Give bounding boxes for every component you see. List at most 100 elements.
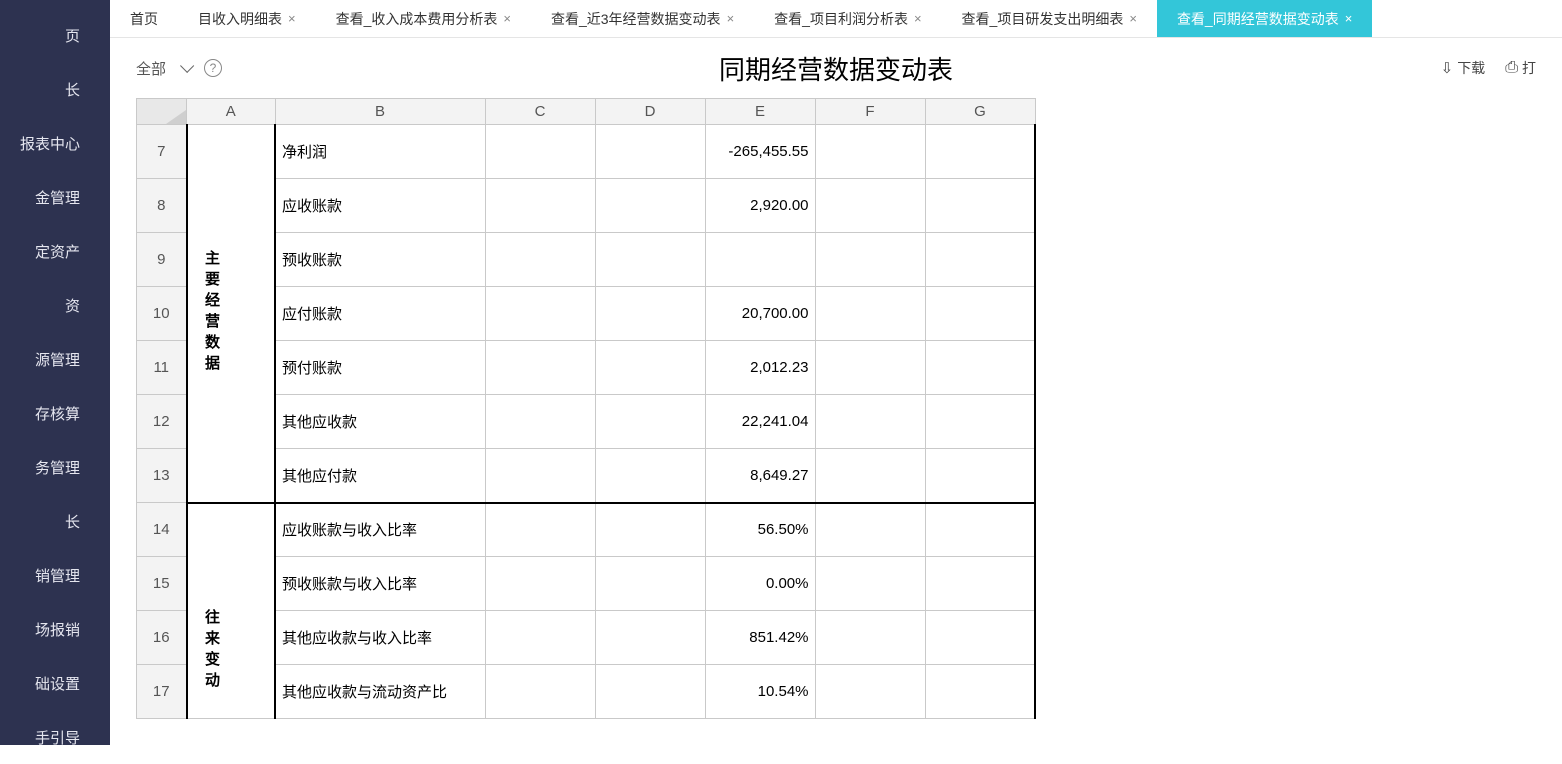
- cell[interactable]: [925, 665, 1035, 719]
- help-icon[interactable]: ?: [204, 59, 222, 77]
- cell[interactable]: [485, 395, 595, 449]
- col-header[interactable]: B: [275, 99, 485, 125]
- cell[interactable]: [485, 611, 595, 665]
- cell[interactable]: [815, 341, 925, 395]
- cell[interactable]: [925, 179, 1035, 233]
- cell[interactable]: [925, 287, 1035, 341]
- cell[interactable]: [925, 449, 1035, 503]
- cell[interactable]: [595, 449, 705, 503]
- print-button[interactable]: 打: [1505, 58, 1536, 78]
- close-icon[interactable]: ×: [727, 11, 735, 26]
- tab-income-detail[interactable]: 目收入明细表×: [178, 0, 316, 37]
- cell[interactable]: 0.00%: [705, 557, 815, 611]
- cell[interactable]: 其他应收款与流动资产比: [275, 665, 485, 719]
- data-table[interactable]: A B C D E F G 7 主要经营数据 净利润: [136, 98, 1036, 719]
- cell[interactable]: 851.42%: [705, 611, 815, 665]
- cell[interactable]: [925, 611, 1035, 665]
- sidebar-item[interactable]: 页: [0, 8, 110, 62]
- sidebar-item[interactable]: 销管理: [0, 548, 110, 602]
- cell[interactable]: [815, 179, 925, 233]
- cell[interactable]: 2,012.23: [705, 341, 815, 395]
- filter-dropdown[interactable]: 全部 ?: [136, 58, 222, 79]
- cell[interactable]: [925, 125, 1035, 179]
- close-icon[interactable]: ×: [503, 11, 511, 26]
- close-icon[interactable]: ×: [914, 11, 922, 26]
- cell[interactable]: [485, 125, 595, 179]
- cell[interactable]: [595, 233, 705, 287]
- row-header[interactable]: 13: [137, 449, 187, 503]
- cell[interactable]: [925, 557, 1035, 611]
- cell[interactable]: 10.54%: [705, 665, 815, 719]
- cell[interactable]: [485, 665, 595, 719]
- cell[interactable]: [595, 287, 705, 341]
- cell[interactable]: 20,700.00: [705, 287, 815, 341]
- cell[interactable]: [595, 395, 705, 449]
- cell[interactable]: 应付账款: [275, 287, 485, 341]
- sidebar-item[interactable]: 础设置: [0, 656, 110, 710]
- row-header[interactable]: 8: [137, 179, 187, 233]
- cell[interactable]: [595, 179, 705, 233]
- row-header[interactable]: 7: [137, 125, 187, 179]
- cell[interactable]: 其他应收款与收入比率: [275, 611, 485, 665]
- sidebar-item[interactable]: 金管理: [0, 170, 110, 224]
- sidebar-item[interactable]: 存核算: [0, 386, 110, 440]
- row-header[interactable]: 16: [137, 611, 187, 665]
- cell[interactable]: [595, 125, 705, 179]
- download-button[interactable]: 下载: [1441, 58, 1486, 78]
- sidebar-item[interactable]: 报表中心: [0, 116, 110, 170]
- table-row[interactable]: 7 主要经营数据 净利润 -265,455.55: [137, 125, 1036, 179]
- tab-rd-expense[interactable]: 查看_项目研发支出明细表×: [942, 0, 1157, 37]
- cell[interactable]: [485, 557, 595, 611]
- cell[interactable]: 应收账款: [275, 179, 485, 233]
- cell[interactable]: [595, 341, 705, 395]
- cell[interactable]: [815, 395, 925, 449]
- row-header[interactable]: 12: [137, 395, 187, 449]
- cell[interactable]: 预收账款与收入比率: [275, 557, 485, 611]
- sidebar-item[interactable]: 场报销: [0, 602, 110, 656]
- col-header[interactable]: C: [485, 99, 595, 125]
- cell[interactable]: [815, 125, 925, 179]
- cell[interactable]: [815, 503, 925, 557]
- col-header[interactable]: A: [187, 99, 276, 125]
- cell[interactable]: [485, 287, 595, 341]
- cell[interactable]: 其他应付款: [275, 449, 485, 503]
- sidebar-item[interactable]: 定资产: [0, 224, 110, 278]
- cell[interactable]: [815, 611, 925, 665]
- row-header[interactable]: 17: [137, 665, 187, 719]
- close-icon[interactable]: ×: [288, 11, 296, 26]
- tab-home[interactable]: 首页: [110, 0, 178, 37]
- cell[interactable]: [485, 503, 595, 557]
- cell[interactable]: [925, 503, 1035, 557]
- cell[interactable]: 预付账款: [275, 341, 485, 395]
- cell[interactable]: [705, 233, 815, 287]
- cell[interactable]: [925, 233, 1035, 287]
- cell[interactable]: [485, 449, 595, 503]
- cell[interactable]: [815, 449, 925, 503]
- cell[interactable]: -265,455.55: [705, 125, 815, 179]
- close-icon[interactable]: ×: [1129, 11, 1137, 26]
- sidebar-item[interactable]: 资: [0, 278, 110, 332]
- cell[interactable]: 56.50%: [705, 503, 815, 557]
- close-icon[interactable]: ×: [1345, 11, 1353, 26]
- col-header[interactable]: G: [925, 99, 1035, 125]
- col-header[interactable]: E: [705, 99, 815, 125]
- cell[interactable]: 8,649.27: [705, 449, 815, 503]
- cell[interactable]: [485, 341, 595, 395]
- sidebar-item[interactable]: 长: [0, 494, 110, 548]
- cell[interactable]: [925, 395, 1035, 449]
- cell[interactable]: [595, 503, 705, 557]
- cell[interactable]: [485, 179, 595, 233]
- row-header[interactable]: 10: [137, 287, 187, 341]
- select-all-corner[interactable]: [137, 99, 187, 125]
- cell[interactable]: [815, 287, 925, 341]
- tab-project-profit[interactable]: 查看_项目利润分析表×: [754, 0, 941, 37]
- col-header[interactable]: D: [595, 99, 705, 125]
- cell[interactable]: 其他应收款: [275, 395, 485, 449]
- cell[interactable]: [595, 557, 705, 611]
- table-row[interactable]: 14 往来变动 应收账款与收入比率 56.50%: [137, 503, 1036, 557]
- tab-period-data[interactable]: 查看_同期经营数据变动表×: [1157, 0, 1372, 37]
- sidebar-item[interactable]: 手引导: [0, 710, 110, 764]
- col-header[interactable]: F: [815, 99, 925, 125]
- cell[interactable]: [595, 611, 705, 665]
- row-header[interactable]: 14: [137, 503, 187, 557]
